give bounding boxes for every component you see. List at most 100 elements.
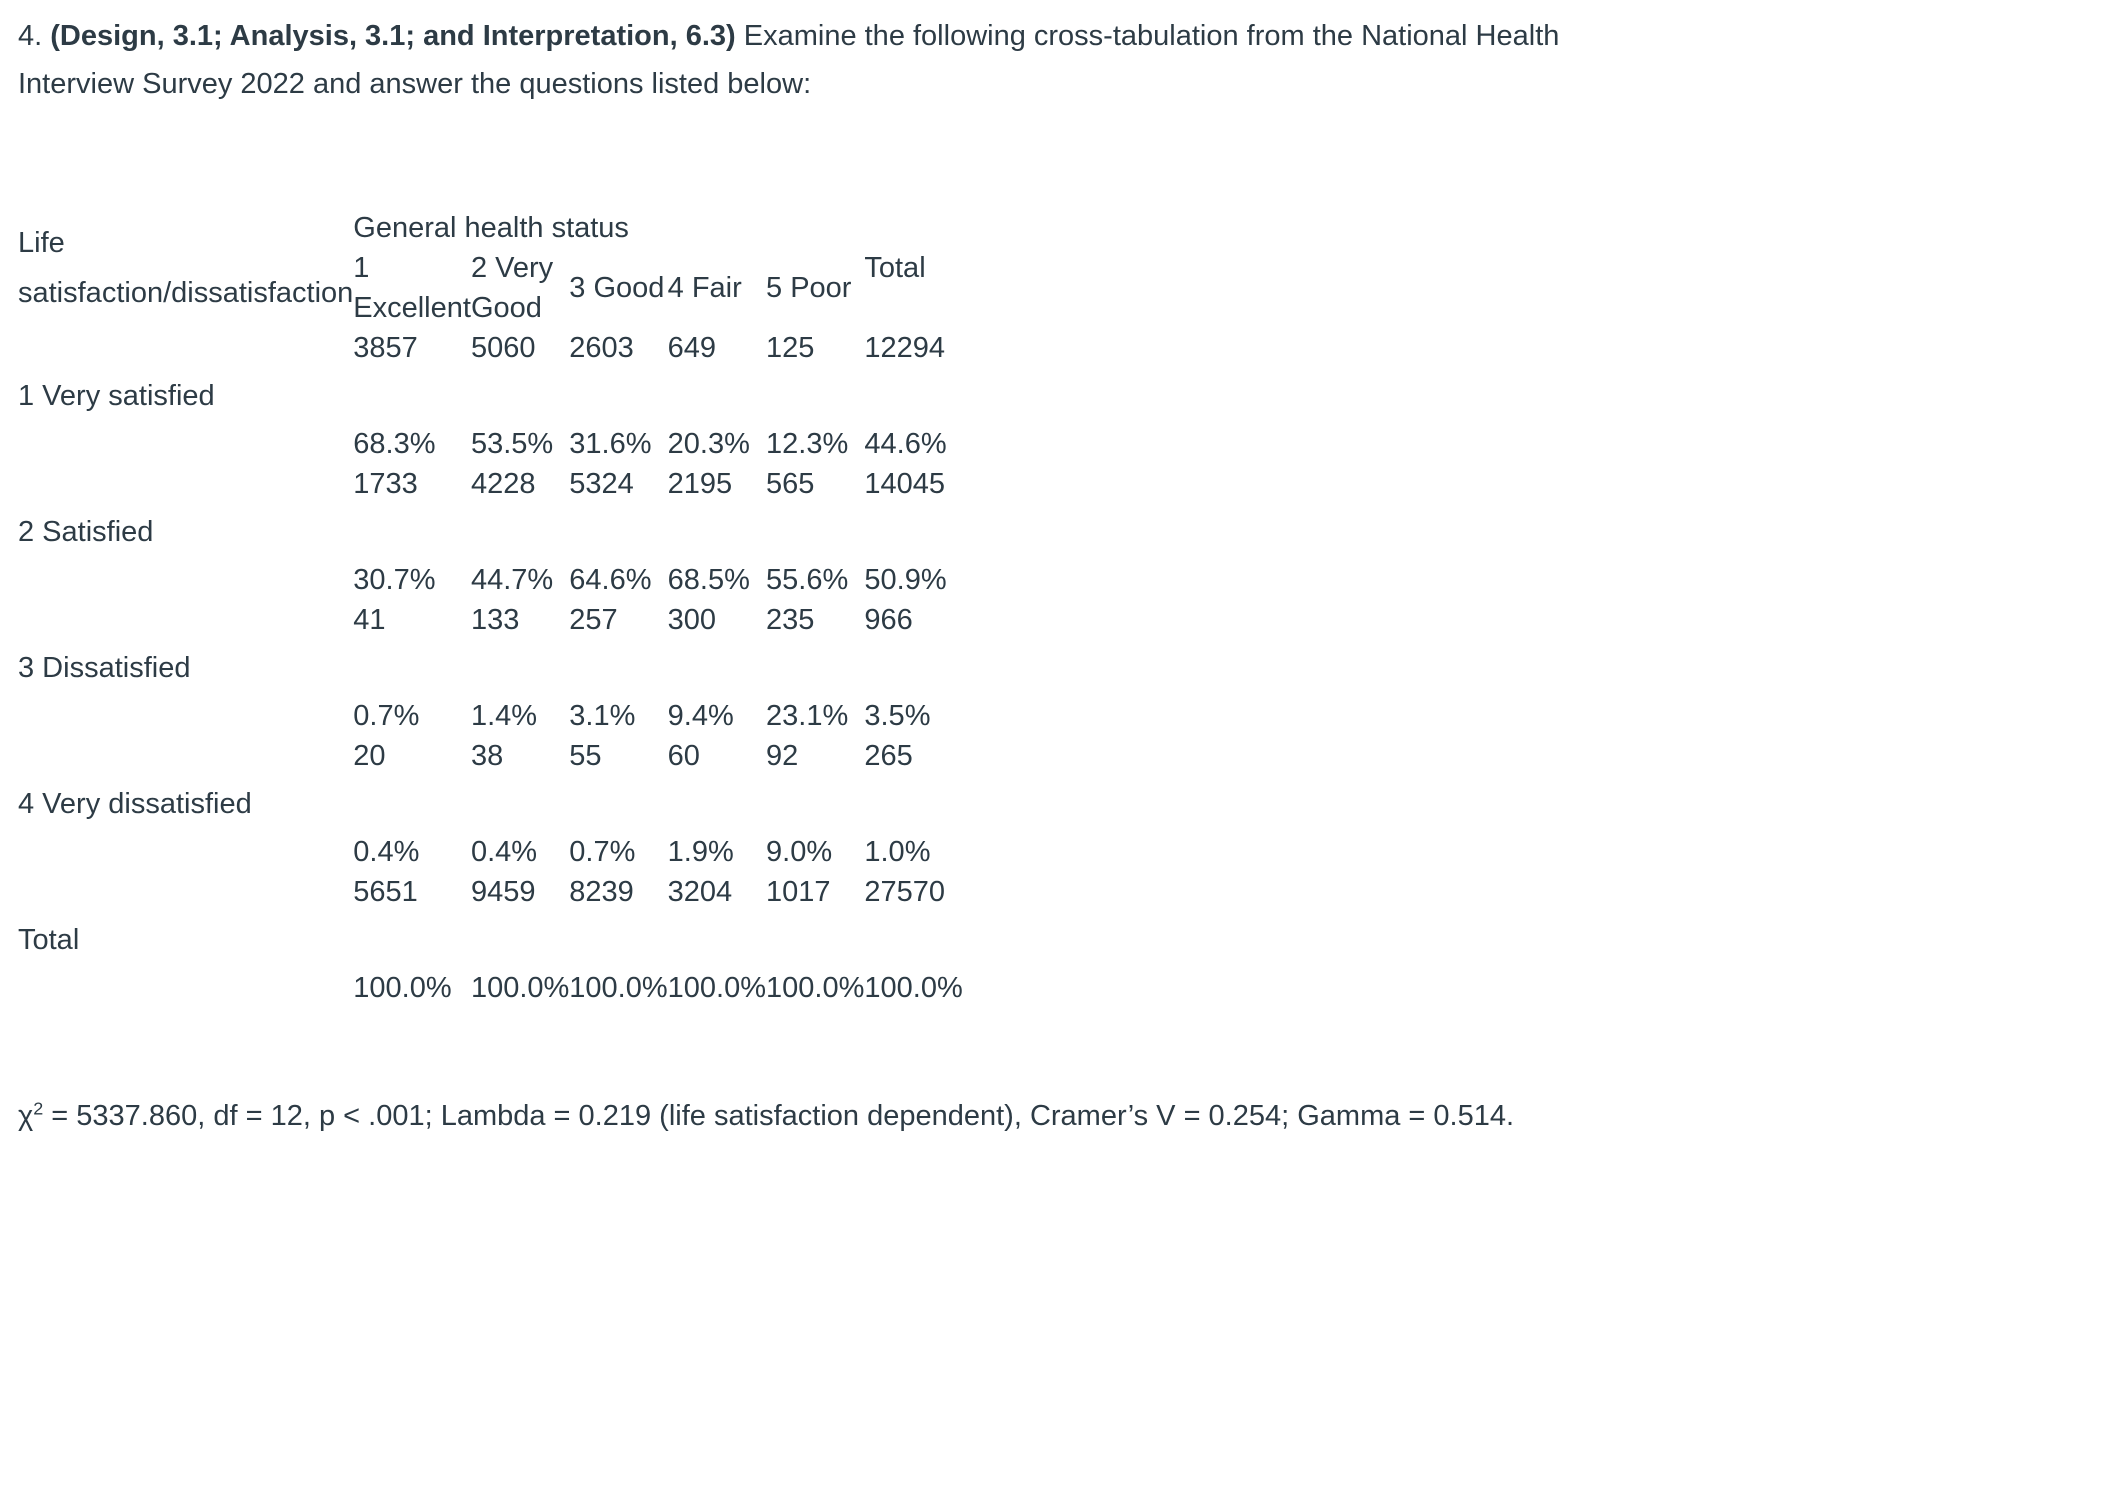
cell-count: 12294 xyxy=(864,332,946,364)
column-header-good: 3 Good xyxy=(569,272,665,304)
cell-percent: 9.4% xyxy=(667,700,734,732)
total-column-header: Total xyxy=(864,252,926,284)
cell-total: 966 3.5% xyxy=(864,600,974,736)
cell-count: 20 xyxy=(353,740,386,772)
cell-count: 5324 xyxy=(569,468,634,500)
cell-count: 27570 xyxy=(864,876,946,908)
document-page: 4. (Design, 3.1; Analysis, 3.1; and Inte… xyxy=(18,12,2092,1138)
question-number: 4. xyxy=(18,20,51,52)
cell-percent: 30.7% xyxy=(353,564,436,596)
cell: 55 0.7% xyxy=(569,736,667,872)
question-body: Examine the following cross-tabulation f… xyxy=(18,20,1560,100)
cell-percent: 9.0% xyxy=(766,836,833,868)
cell-total: 14045 50.9% xyxy=(864,464,974,600)
cell: 41 0.7% xyxy=(353,600,471,736)
cell-count: 55 xyxy=(569,740,602,772)
cell-total: 265 1.0% xyxy=(864,736,974,872)
cell-percent: 50.9% xyxy=(864,564,947,596)
row-label: 1 Very satisfied xyxy=(18,380,215,412)
cell: 5324 64.6% xyxy=(569,464,667,600)
chi-exponent: 2 xyxy=(33,1098,44,1119)
cell-count: 3204 xyxy=(667,876,733,908)
cell-count: 60 xyxy=(667,740,700,772)
cell-count: 4228 xyxy=(470,468,536,500)
cell-percent: 100.0% xyxy=(864,972,963,1004)
cell-count: 41 xyxy=(353,604,386,636)
cell-percent: 68.5% xyxy=(667,564,750,596)
cell-count: 5060 xyxy=(470,332,536,364)
cell: 92 9.0% xyxy=(766,736,864,872)
cell-count: 133 xyxy=(470,604,520,636)
cell-count: 300 xyxy=(667,604,717,636)
cell-count: 38 xyxy=(470,740,504,772)
cell-count: 5651 xyxy=(353,876,418,908)
cell-percent: 3.5% xyxy=(864,700,931,732)
cell: 5060 53.5% xyxy=(471,328,569,464)
header-row-group: Life satisfaction/dissatisfaction Genera… xyxy=(18,208,974,309)
cell: 133 1.4% xyxy=(471,600,569,736)
cell: 125 12.3% xyxy=(766,328,864,464)
cell: 60 1.9% xyxy=(668,736,766,872)
row-label: 3 Dissatisfied xyxy=(18,652,191,684)
cell: 257 3.1% xyxy=(569,600,667,736)
cell-percent: 64.6% xyxy=(569,564,652,596)
cell-percent: 100.0% xyxy=(569,972,668,1004)
cell: 1017 100.0% xyxy=(766,872,864,1008)
cell-percent: 3.1% xyxy=(569,700,636,732)
cell-percent: 23.1% xyxy=(766,700,849,732)
column-header-fair: 4 Fair xyxy=(667,272,742,304)
cell-percent: 0.7% xyxy=(569,836,636,868)
cell-percent: 1.9% xyxy=(667,836,734,868)
cell: 2603 31.6% xyxy=(569,328,667,464)
cell: 3857 68.3% xyxy=(353,328,471,464)
cell-count: 9459 xyxy=(470,876,536,908)
cell-percent: 0.4% xyxy=(470,836,538,868)
column-header-excellent: 1 Excellent xyxy=(353,252,471,324)
cell-percent: 100.0% xyxy=(766,972,865,1004)
statistics-line: χ2 = 5337.860, df = 12, p < .001; Lambda… xyxy=(18,1094,2092,1138)
cell-count: 3857 xyxy=(353,332,418,364)
question-text: 4. (Design, 3.1; Analysis, 3.1; and Inte… xyxy=(18,12,1588,108)
header-row-columns: 1 Excellent 2 Very Good 3 Good 4 Fair 5 … xyxy=(18,248,974,328)
cell: 3204 100.0% xyxy=(668,872,766,1008)
crosstab-table: Life satisfaction/dissatisfaction Genera… xyxy=(18,208,974,1008)
cell: 4228 44.7% xyxy=(471,464,569,600)
cell: 8239 100.0% xyxy=(569,872,667,1008)
question-competencies: (Design, 3.1; Analysis, 3.1; and Interpr… xyxy=(50,20,736,52)
row-label: 2 Satisfied xyxy=(18,516,154,548)
cell-percent: 0.7% xyxy=(353,700,420,732)
table-row-very-dissatisfied: 4 Very dissatisfied 20 0.4% 38 0.4% 55 0.7%… xyxy=(18,736,974,872)
cell-count: 565 xyxy=(766,468,815,500)
cell-count: 257 xyxy=(569,604,618,636)
cell-percent: 31.6% xyxy=(569,428,652,460)
row-dimension-header: Life satisfaction/dissatisfaction xyxy=(18,227,354,309)
cell-percent: 20.3% xyxy=(667,428,750,460)
cell: 649 20.3% xyxy=(668,328,766,464)
cell: 2195 68.5% xyxy=(668,464,766,600)
cell-percent: 100.0% xyxy=(470,972,570,1004)
cell-percent: 68.3% xyxy=(353,428,436,460)
table-row-satisfied: 2 Satisfied 1733 30.7% 4228 44.7% 5324 64.6… xyxy=(18,464,974,600)
cell-count: 8239 xyxy=(569,876,634,908)
cell-count: 14045 xyxy=(864,468,946,500)
column-header-very-good: 2 Very Good xyxy=(470,252,554,324)
cell-percent: 100.0% xyxy=(667,972,767,1004)
cell-percent: 100.0% xyxy=(353,972,452,1004)
table-row-dissatisfied: 3 Dissatisfied 41 0.7% 133 1.4% 257 3.1% 30… xyxy=(18,600,974,736)
cell: 1733 30.7% xyxy=(353,464,471,600)
cell: 235 23.1% xyxy=(766,600,864,736)
cell-count: 2195 xyxy=(667,468,733,500)
cell-count: 1017 xyxy=(766,876,831,908)
cell-percent: 1.0% xyxy=(864,836,931,868)
column-group-header: General health status xyxy=(353,212,629,244)
table-row-total: Total 5651 100.0% 9459 100.0% 8239 100.0% 3… xyxy=(18,872,974,1008)
cell: 38 0.4% xyxy=(471,736,569,872)
row-label: Total xyxy=(18,924,80,956)
chi-symbol: χ xyxy=(18,1100,34,1132)
cell-count: 265 xyxy=(864,740,913,772)
cell: 565 55.6% xyxy=(766,464,864,600)
cell-percent: 55.6% xyxy=(766,564,849,596)
cell-total: 27570 100.0% xyxy=(864,872,974,1008)
table-row-very-satisfied: 1 Very satisfied 3857 68.3% 5060 53.5% 260… xyxy=(18,328,974,464)
cell-count: 649 xyxy=(667,332,717,364)
